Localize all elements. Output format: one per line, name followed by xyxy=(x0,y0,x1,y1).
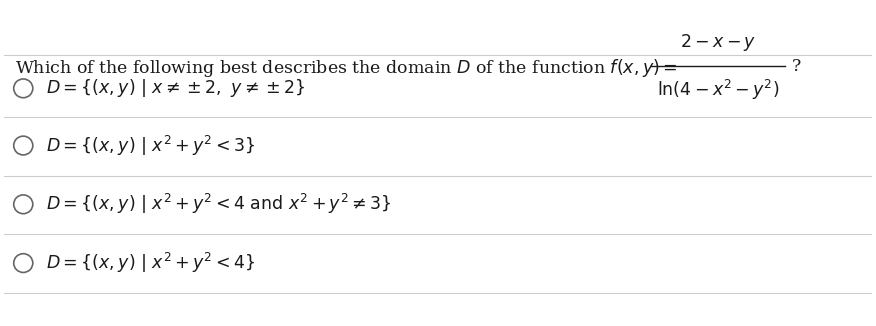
Text: $D = \{(x,y)\ |\ x \neq \pm2,\ y \neq \pm2\}$: $D = \{(x,y)\ |\ x \neq \pm2,\ y \neq \p… xyxy=(46,77,305,99)
Text: $2 - x - y$: $2 - x - y$ xyxy=(680,32,757,53)
Text: $D = \{(x,y)\ |\ x^2 + y^2 < 3\}$: $D = \{(x,y)\ |\ x^2 + y^2 < 3\}$ xyxy=(46,133,255,157)
Text: ?: ? xyxy=(792,58,802,75)
Text: $D = \{(x,y)\ |\ x^2 + y^2 < 4\}$: $D = \{(x,y)\ |\ x^2 + y^2 < 4\}$ xyxy=(46,251,255,275)
Text: $\mathrm{ln}(4 - x^2 - y^2)$: $\mathrm{ln}(4 - x^2 - y^2)$ xyxy=(657,78,780,102)
Text: $D = \{(x,y)\ |\ x^2 + y^2 < 4\ \mathrm{and}\ x^2 + y^2 \neq 3\}$: $D = \{(x,y)\ |\ x^2 + y^2 < 4\ \mathrm{… xyxy=(46,192,392,216)
Text: Which of the following best describes the domain $D$ of the function $f(x, y) =$: Which of the following best describes th… xyxy=(15,57,677,79)
